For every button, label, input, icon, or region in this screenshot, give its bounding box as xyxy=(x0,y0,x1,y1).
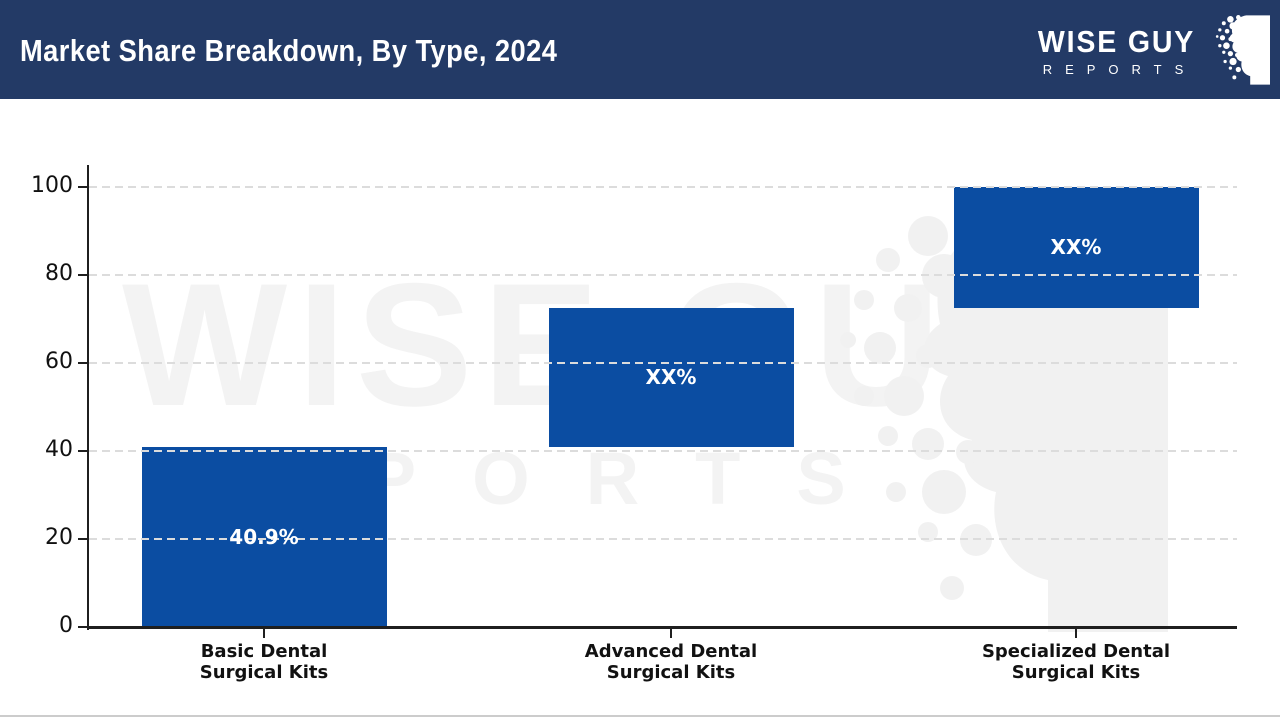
grid-line xyxy=(89,362,1237,364)
y-tick-label: 0 xyxy=(59,613,73,638)
y-tick-label: 60 xyxy=(45,349,73,374)
x-category-label: Basic Dental Surgical Kits xyxy=(114,641,414,683)
footer-divider xyxy=(0,715,1280,717)
y-axis-tick xyxy=(78,362,87,364)
grid-line xyxy=(89,538,1237,540)
y-tick-label: 100 xyxy=(31,173,73,198)
y-axis-tick xyxy=(78,538,87,540)
x-axis-tick xyxy=(1075,629,1077,638)
y-tick-label: 20 xyxy=(45,525,73,550)
y-axis-tick xyxy=(78,450,87,452)
bar-value-label: XX% xyxy=(645,365,697,390)
bar-2 xyxy=(548,307,794,448)
x-axis-tick xyxy=(263,629,265,638)
header-bar: Market Share Breakdown, By Type, 2024 WI… xyxy=(0,0,1280,99)
x-category-label-line: Surgical Kits xyxy=(1011,662,1141,683)
y-axis-tick xyxy=(78,186,87,188)
y-axis-tick xyxy=(78,626,87,628)
y-axis-tick xyxy=(78,274,87,276)
bar-1 xyxy=(141,447,387,627)
page-title: Market Share Breakdown, By Type, 2024 xyxy=(20,33,558,68)
x-category-label-line: Surgical Kits xyxy=(606,662,736,683)
logo-wordmark: WISE GUY xyxy=(1037,23,1196,59)
y-axis-line xyxy=(87,165,89,630)
grid-line xyxy=(89,450,1237,452)
y-tick-label: 80 xyxy=(45,261,73,286)
bar-value-label: 40.9% xyxy=(229,525,299,549)
x-category-label: Advanced Dental Surgical Kits xyxy=(521,641,821,683)
x-category-label: Specialized Dental Surgical Kits xyxy=(926,641,1226,683)
grid-line xyxy=(89,274,1237,276)
bar-value-label: XX% xyxy=(1050,235,1102,260)
logo-subtitle: REPORTS xyxy=(1042,61,1197,77)
y-tick-label: 40 xyxy=(45,437,73,462)
x-axis-line xyxy=(87,626,1237,629)
x-category-label-line: Basic Dental xyxy=(200,641,328,662)
grid-line xyxy=(89,186,1237,188)
x-axis-tick xyxy=(670,629,672,638)
logo-text: WISE GUY REPORTS xyxy=(1031,24,1202,77)
wise-guy-reports-logo: WISE GUY REPORTS xyxy=(1031,5,1270,95)
logo-face-icon xyxy=(1204,9,1270,91)
x-category-label-line: Specialized Dental xyxy=(981,641,1171,662)
x-category-label-line: Surgical Kits xyxy=(199,662,329,683)
x-category-label-line: Advanced Dental xyxy=(584,641,758,662)
